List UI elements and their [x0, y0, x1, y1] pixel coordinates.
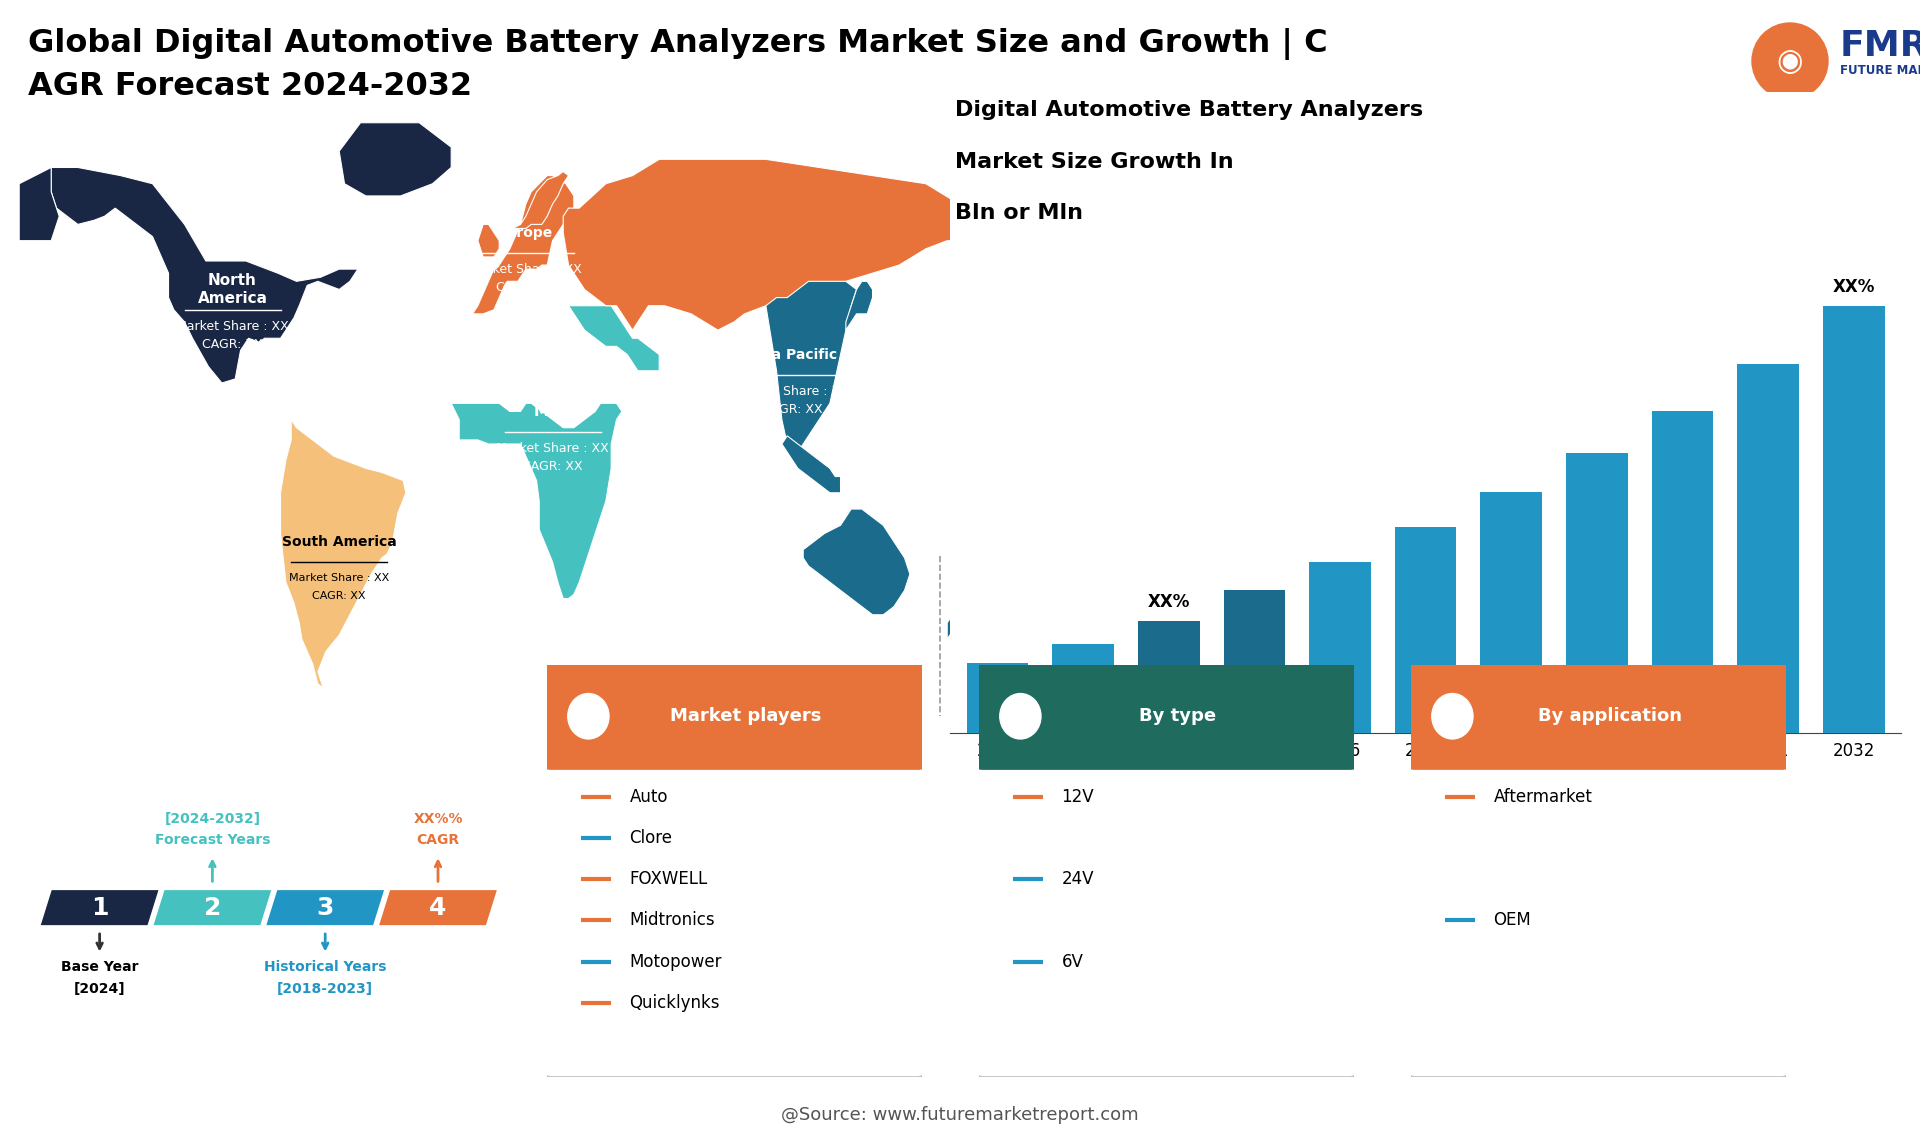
Text: XX%: XX%: [1832, 277, 1876, 296]
Text: Bln or Mln: Bln or Mln: [954, 203, 1083, 223]
Text: Market Size Growth In: Market Size Growth In: [954, 151, 1233, 172]
Text: Motopower: Motopower: [630, 952, 722, 971]
Text: XX%: XX%: [1148, 592, 1190, 611]
Polygon shape: [563, 159, 979, 330]
Text: OEM: OEM: [1494, 911, 1532, 929]
FancyBboxPatch shape: [538, 662, 931, 770]
Bar: [1139, 621, 1200, 733]
Bar: [1394, 527, 1457, 733]
Polygon shape: [451, 403, 622, 598]
Text: CAGR: XX: CAGR: XX: [522, 460, 584, 473]
Text: @Source: www.futuremarketreport.com: @Source: www.futuremarketreport.com: [781, 1106, 1139, 1124]
Text: Market Share : XX: Market Share : XX: [495, 441, 609, 455]
Polygon shape: [52, 167, 357, 383]
Text: Forecast Years: Forecast Years: [156, 833, 271, 847]
Text: [2018-2023]: [2018-2023]: [276, 982, 372, 996]
FancyBboxPatch shape: [1402, 662, 1795, 770]
Text: Market Share : XX: Market Share : XX: [290, 573, 390, 583]
Text: 2: 2: [204, 896, 221, 919]
Circle shape: [568, 693, 609, 739]
Polygon shape: [280, 411, 405, 688]
Text: FMR: FMR: [1839, 29, 1920, 63]
Text: XX%%: XX%%: [413, 813, 463, 826]
Text: [2024]: [2024]: [73, 982, 125, 996]
Polygon shape: [472, 175, 574, 314]
Polygon shape: [478, 225, 499, 257]
Text: Historical Years: Historical Years: [263, 960, 386, 974]
FancyBboxPatch shape: [970, 662, 1363, 770]
Polygon shape: [847, 281, 872, 330]
Polygon shape: [152, 888, 275, 927]
Polygon shape: [265, 888, 386, 927]
Circle shape: [1432, 693, 1473, 739]
Polygon shape: [340, 123, 451, 196]
Bar: [1052, 644, 1114, 733]
Text: 24V: 24V: [1062, 870, 1094, 888]
Polygon shape: [38, 888, 161, 927]
Text: CAGR: XX: CAGR: XX: [495, 281, 557, 293]
Text: 12V: 12V: [1062, 787, 1094, 806]
Text: 1: 1: [90, 896, 108, 919]
Circle shape: [1751, 23, 1828, 99]
Text: Market Share : XX: Market Share : XX: [177, 320, 288, 332]
Text: AGR Forecast 2024-2032: AGR Forecast 2024-2032: [29, 71, 472, 102]
Text: 3: 3: [317, 896, 334, 919]
Text: Market players: Market players: [670, 707, 822, 725]
Circle shape: [1000, 693, 1041, 739]
Text: Europe: Europe: [499, 226, 553, 240]
Text: By type: By type: [1139, 707, 1215, 725]
Polygon shape: [781, 435, 841, 493]
Text: CAGR: CAGR: [417, 833, 459, 847]
Text: 6V: 6V: [1062, 952, 1083, 971]
Text: Aftermarket: Aftermarket: [1494, 787, 1592, 806]
Bar: [1822, 306, 1885, 733]
Text: [2024-2032]: [2024-2032]: [165, 813, 261, 826]
Text: FOXWELL: FOXWELL: [630, 870, 708, 888]
Bar: [1738, 364, 1799, 733]
Text: CAGR: XX: CAGR: XX: [762, 403, 824, 416]
FancyBboxPatch shape: [975, 755, 1357, 1077]
Text: North
America: North America: [198, 273, 267, 306]
Text: Market Share : XX: Market Share : XX: [470, 262, 582, 276]
Bar: [966, 664, 1029, 733]
Text: Asia Pacific: Asia Pacific: [749, 347, 837, 361]
Polygon shape: [803, 509, 910, 614]
Text: MEA: MEA: [534, 403, 570, 419]
Polygon shape: [766, 281, 856, 453]
Text: CAGR: XX: CAGR: XX: [313, 591, 367, 602]
Polygon shape: [376, 888, 499, 927]
Text: South America: South America: [282, 534, 397, 549]
FancyBboxPatch shape: [1407, 755, 1789, 1077]
Polygon shape: [513, 172, 568, 228]
Text: Global Digital Automotive Battery Analyzers Market Size and Growth | C: Global Digital Automotive Battery Analyz…: [29, 28, 1327, 60]
Bar: [1567, 454, 1628, 733]
Text: 4: 4: [430, 896, 447, 919]
Text: Digital Automotive Battery Analyzers: Digital Automotive Battery Analyzers: [954, 100, 1423, 120]
Polygon shape: [19, 167, 60, 241]
Bar: [1309, 563, 1371, 733]
Text: ◉: ◉: [1776, 47, 1803, 76]
Text: Clore: Clore: [630, 829, 672, 847]
Text: Midtronics: Midtronics: [630, 911, 714, 929]
Polygon shape: [568, 306, 659, 371]
Text: By application: By application: [1538, 707, 1682, 725]
Bar: [1223, 589, 1284, 733]
Bar: [1651, 410, 1713, 733]
Text: Market Share : XX: Market Share : XX: [735, 385, 849, 398]
Text: Quicklynks: Quicklynks: [630, 994, 720, 1012]
Text: Auto: Auto: [630, 787, 668, 806]
Polygon shape: [947, 606, 964, 639]
Text: FUTURE MARKET REPORT: FUTURE MARKET REPORT: [1839, 64, 1920, 78]
Text: Base Year: Base Year: [61, 960, 138, 974]
Text: CAGR: XX: CAGR: XX: [202, 338, 263, 351]
Bar: [1480, 493, 1542, 733]
FancyBboxPatch shape: [543, 755, 925, 1077]
